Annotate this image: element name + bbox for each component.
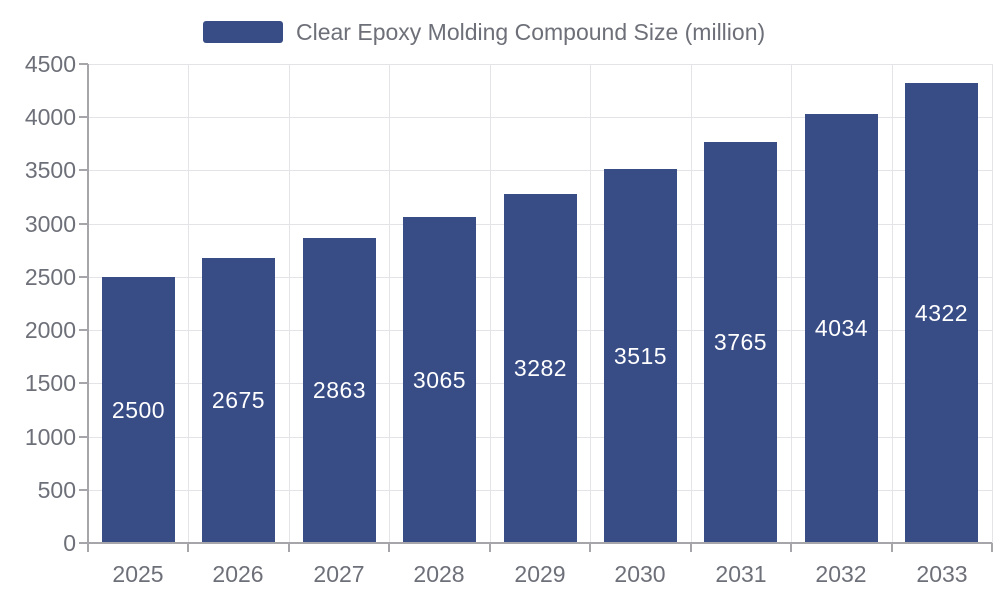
y-tick-label: 4000: [24, 104, 76, 130]
x-axis-tick: [891, 543, 893, 552]
bar: 4322: [905, 83, 978, 543]
y-axis-tick: [79, 223, 88, 225]
legend-swatch: [203, 21, 283, 43]
bar-value-label: 2675: [211, 387, 266, 413]
x-tick-label: 2026: [212, 561, 264, 587]
x-grid-line: [389, 64, 390, 543]
y-tick-label: 2000: [24, 317, 76, 343]
bar: 2863: [303, 238, 376, 543]
bar: 4034: [805, 114, 878, 543]
bar-value-label: 2863: [312, 377, 367, 403]
x-tick-label: 2032: [815, 561, 867, 587]
y-axis-tick: [79, 116, 88, 118]
y-axis-tick: [79, 542, 88, 544]
bar: 2500: [102, 277, 175, 543]
y-axis-tick: [79, 489, 88, 491]
x-axis-tick: [288, 543, 290, 552]
x-tick-label: 2029: [514, 561, 566, 587]
bar: 3065: [403, 217, 476, 543]
bar-value-label: 3765: [713, 329, 768, 355]
x-tick-label: 2028: [413, 561, 465, 587]
y-axis-line: [87, 64, 89, 552]
x-grid-line: [188, 64, 189, 543]
bar: 2675: [202, 258, 275, 543]
y-grid-line: [88, 170, 992, 171]
y-axis-tick: [79, 169, 88, 171]
y-tick-label: 0: [63, 530, 76, 556]
y-tick-label: 2500: [24, 264, 76, 290]
bar-value-label: 4034: [814, 315, 869, 341]
y-tick-label: 3000: [24, 211, 76, 237]
x-tick-label: 2030: [614, 561, 666, 587]
x-tick-label: 2025: [112, 561, 164, 587]
x-grid-line: [992, 64, 993, 543]
x-tick-label: 2033: [916, 561, 968, 587]
x-tick-label: 2027: [313, 561, 365, 587]
y-tick-label: 3500: [24, 157, 76, 183]
y-axis-tick: [79, 436, 88, 438]
x-axis-tick: [991, 543, 993, 552]
x-axis-tick: [489, 543, 491, 552]
y-tick-label: 500: [37, 477, 76, 503]
bar: 3515: [604, 169, 677, 543]
y-axis-tick: [79, 276, 88, 278]
y-tick-label: 1000: [24, 424, 76, 450]
x-grid-line: [590, 64, 591, 543]
x-axis-line: [87, 542, 992, 544]
legend[interactable]: Clear Epoxy Molding Compound Size (milli…: [203, 20, 765, 44]
y-tick-label: 1500: [24, 370, 76, 396]
bar: 3282: [504, 194, 577, 543]
x-grid-line: [691, 64, 692, 543]
x-grid-line: [791, 64, 792, 543]
y-grid-line: [88, 64, 992, 65]
y-axis-tick: [79, 329, 88, 331]
bar-value-label: 3515: [613, 342, 668, 369]
x-axis-tick: [187, 543, 189, 552]
bar-value-label: 2500: [111, 396, 166, 423]
y-grid-line: [88, 117, 992, 118]
bar-value-label: 3282: [513, 355, 568, 381]
x-tick-label: 2031: [715, 561, 767, 587]
y-axis-tick: [79, 382, 88, 384]
x-grid-line: [289, 64, 290, 543]
x-grid-line: [892, 64, 893, 543]
bar: 3765: [704, 142, 777, 543]
y-tick-label: 4500: [24, 51, 76, 77]
bar-value-label: 3065: [412, 366, 467, 393]
legend-label: Clear Epoxy Molding Compound Size (milli…: [296, 19, 766, 45]
x-axis-tick: [690, 543, 692, 552]
x-axis-tick: [790, 543, 792, 552]
y-axis-tick: [79, 63, 88, 65]
x-grid-line: [490, 64, 491, 543]
bar-value-label: 4322: [914, 299, 969, 326]
x-axis-tick: [388, 543, 390, 552]
x-axis-tick: [589, 543, 591, 552]
